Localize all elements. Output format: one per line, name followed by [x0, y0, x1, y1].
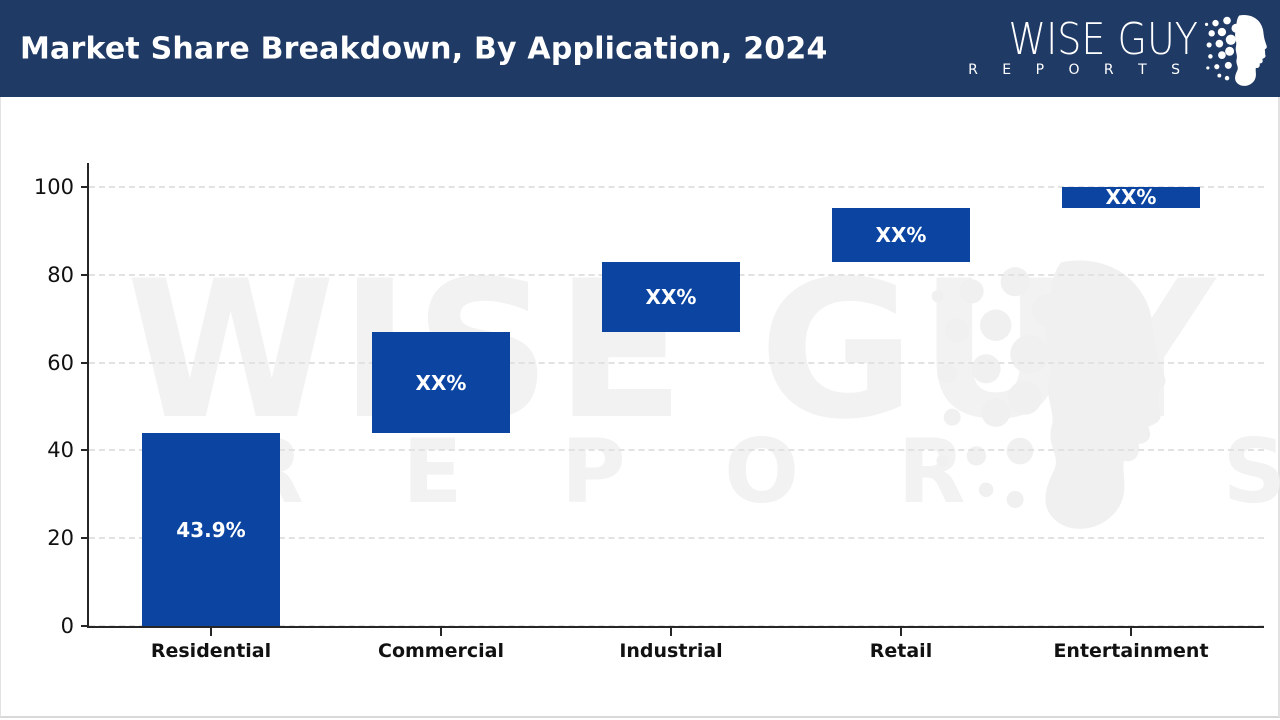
wise-guy-logo: WISE GUY R E P O R T S [968, 6, 1270, 94]
y-tick-label-60: 60 [47, 350, 74, 375]
y-tick-label-0: 0 [60, 614, 74, 638]
x-label-retail: Retail [869, 640, 933, 662]
bar-retail: XX% [832, 207, 970, 262]
bar-value-label: XX% [1105, 185, 1157, 210]
y-tickmark-80 [81, 273, 89, 276]
frame-left-line [0, 97, 1, 717]
frame-right-line [1278, 97, 1280, 717]
y-tick-label-80: 80 [47, 262, 74, 287]
logo-sub-text: R E P O R T S [968, 62, 1190, 78]
bar-commercial: XX% [372, 331, 510, 434]
x-tickmark-entertainment [1130, 628, 1132, 636]
y-tickmark-20 [81, 537, 89, 540]
y-tick-label-40: 40 [47, 438, 74, 463]
x-label-commercial: Commercial [378, 640, 504, 662]
y-tickmark-0 [81, 625, 89, 627]
y-tickmark-100 [81, 186, 89, 188]
y-tick-label-100: 100 [33, 175, 74, 199]
bar-value-label: XX% [875, 222, 927, 247]
x-tickmark-industrial [670, 628, 672, 636]
y-tick-label-20: 20 [47, 526, 74, 551]
y-axis-spine [87, 163, 89, 628]
gridline-40 [89, 449, 1264, 452]
x-axis-spine [87, 626, 1264, 628]
gridline-60 [89, 361, 1264, 364]
chart-plot-area: 0 20 40 60 80 100 43.9% Residential XX% Commercia… [0, 97, 1280, 717]
y-tickmark-40 [81, 449, 89, 452]
frame-bottom-line [0, 716, 1280, 718]
bar-entertainment: XX% [1062, 187, 1200, 208]
x-label-entertainment: Entertainment [1053, 640, 1209, 662]
bar-residential: 43.9% [142, 433, 280, 626]
gridline-20 [89, 537, 1264, 540]
header-bar: Market Share Breakdown, By Application, … [0, 0, 1280, 97]
bar-value-label: XX% [645, 284, 697, 309]
x-label-industrial: Industrial [619, 640, 723, 662]
bar-industrial: XX% [602, 261, 740, 332]
page-title: Market Share Breakdown, By Application, … [20, 31, 828, 66]
x-tickmark-retail [900, 628, 902, 636]
x-tickmark-commercial [440, 628, 442, 636]
bar-value-label: 43.9% [176, 517, 246, 542]
x-label-residential: Residential [150, 640, 272, 662]
logo-name-text: WISE GUY [1008, 14, 1198, 65]
wise-guy-head-icon [1204, 10, 1268, 90]
x-tickmark-residential [210, 628, 212, 636]
gridline-100 [89, 186, 1264, 188]
bar-value-label: XX% [415, 370, 467, 395]
y-tickmark-60 [81, 361, 89, 364]
